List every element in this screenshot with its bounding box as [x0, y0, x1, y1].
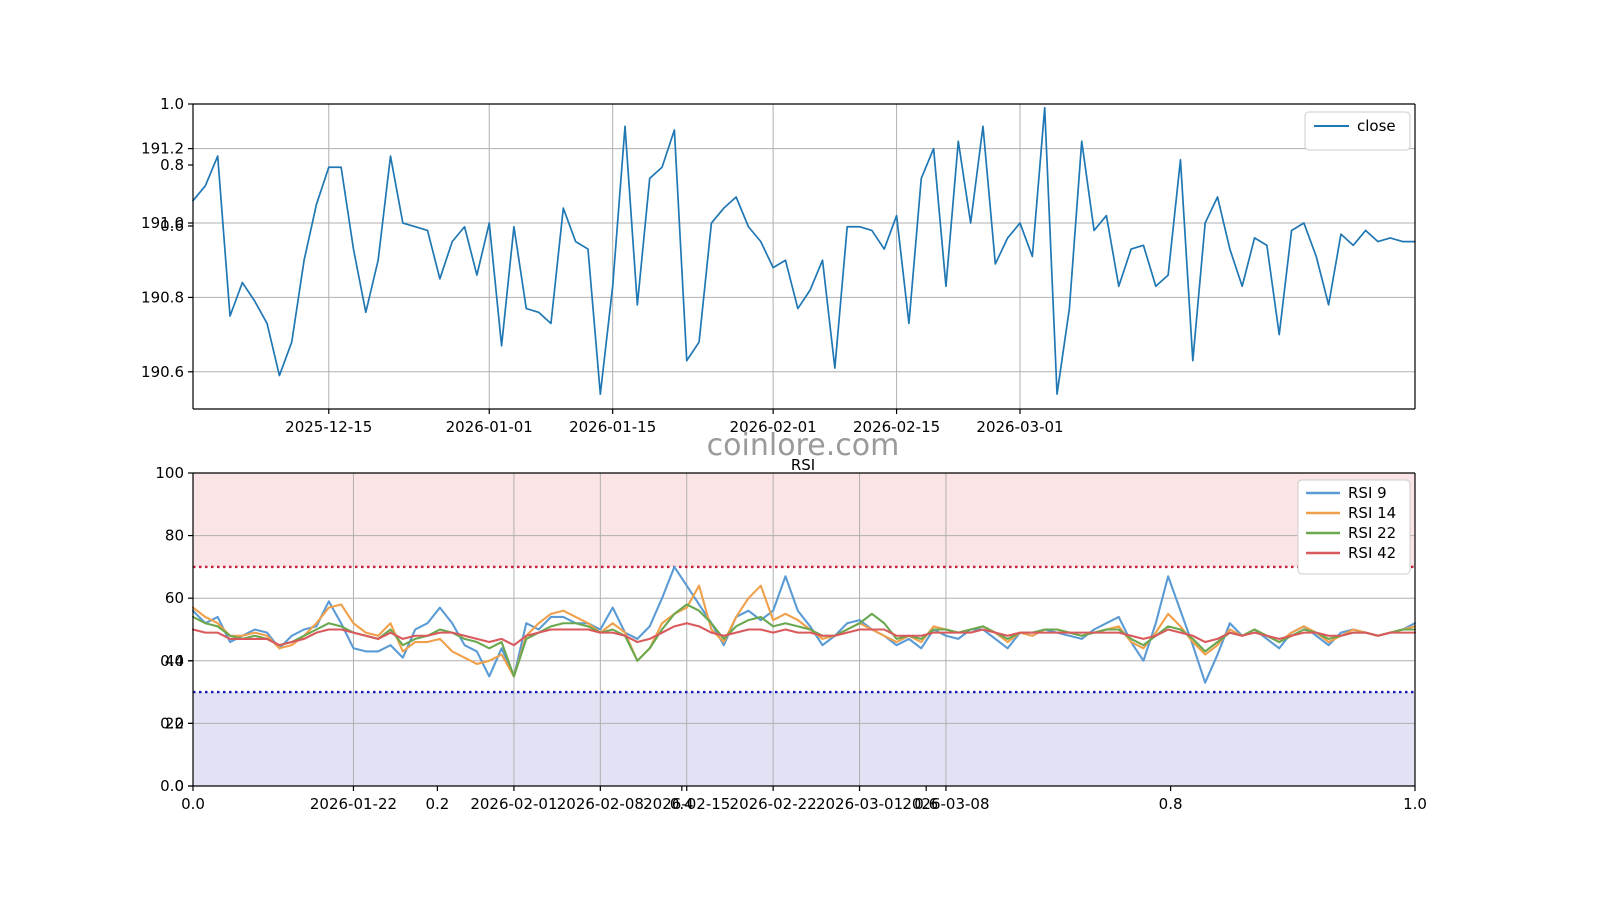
rsi-y-axis-labels: 0 20 40 60 80 100 0.0 0.2 0.4: [155, 464, 193, 795]
rsi-x-tick-label: 2026-03-08: [902, 795, 989, 813]
rsi-x-tick-label-secondary: 0.6: [914, 795, 938, 813]
rsi-legend-label-rsi-14[interactable]: RSI 14: [1348, 504, 1396, 522]
rsi-y-tick-label: 0: [174, 777, 184, 795]
rsi-x-tick-label-secondary: 0.4: [670, 795, 694, 813]
price-y-axis-labels: 190.6 190.8 191.0 191.2 0.6 0.8 1.0: [141, 95, 193, 381]
price-y-tick-label-secondary: 0.8: [160, 156, 184, 174]
price-x-tick-label: 2025-12-15: [285, 418, 372, 436]
rsi-threshold-bands: [193, 473, 1415, 786]
rsi-x-tick-label-secondary: 0.0: [181, 795, 205, 813]
price-x-tick-label: 2026-02-01: [730, 418, 817, 436]
rsi-series-lines: [191, 565, 1417, 684]
watermark-text: coinlore.com: [707, 428, 900, 463]
rsi-y-tick-label-secondary: 0.0: [160, 777, 184, 795]
price-series-lines: [192, 106, 1416, 395]
rsi-legend-box: [1297, 479, 1411, 575]
price-plot-area: [193, 104, 1415, 409]
rsi-legend-label-rsi-9[interactable]: RSI 9: [1348, 484, 1387, 502]
rsi-legend[interactable]: RSI 9 RSI 14 RSI 22 RSI 42: [1297, 479, 1411, 575]
price-line-close: [192, 106, 1416, 395]
rsi-x-tick-label: 2026-02-01: [470, 795, 557, 813]
price-y-tick-label-secondary: 0.6: [160, 217, 184, 235]
price-x-axis-labels: 2025-12-15 2026-01-01 2026-01-15 2026-02-01…: [285, 409, 1064, 436]
rsi-x-tick-label: 2026-02-15: [643, 795, 730, 813]
price-legend[interactable]: close: [1304, 111, 1411, 151]
rsi-y-tick-label-secondary: 0.2: [160, 714, 184, 732]
rsi-x-tick-label: 2026-02-08: [557, 795, 644, 813]
price-x-tick-label: 2026-03-01: [976, 418, 1063, 436]
rsi-y-tick-label: 40: [165, 652, 184, 670]
price-gridlines: [193, 104, 1415, 409]
rsi-band-oversold: [193, 692, 1415, 786]
rsi-y-tick-label: 100: [155, 464, 184, 482]
rsi-chart: 0 20 40 60 80 100 0.0 0.2 0.4 2026-01-22 2026-02-…: [155, 464, 1427, 813]
rsi-x-tick-label-secondary: 1.0: [1403, 795, 1427, 813]
rsi-legend-label-rsi-22[interactable]: RSI 22: [1348, 524, 1396, 542]
price-y-tick-label: 190.6: [141, 363, 184, 381]
price-axis-frame: [192, 103, 1416, 410]
rsi-x-tick-label-secondary: 0.8: [1159, 795, 1183, 813]
rsi-line-rsi-22: [191, 603, 1417, 678]
price-legend-box: [1304, 111, 1411, 151]
rsi-line-rsi-42: [191, 622, 1417, 647]
price-legend-label-close[interactable]: close: [1357, 117, 1396, 135]
rsi-y-tick-label: 60: [165, 589, 184, 607]
rsi-y-tick-label: 20: [165, 714, 184, 732]
price-x-tick-label: 2026-01-01: [446, 418, 533, 436]
rsi-x-axis-labels: 2026-01-22 2026-02-01 2026-02-08 2026-02-15…: [181, 786, 1427, 813]
rsi-legend-label-rsi-42[interactable]: RSI 42: [1348, 544, 1396, 562]
price-y-tick-label: 190.8: [141, 288, 184, 306]
price-x-tick-label: 2026-01-15: [569, 418, 656, 436]
price-x-tick-label: 2026-02-15: [853, 418, 940, 436]
rsi-panel-title: RSI: [791, 456, 815, 474]
rsi-x-tick-label-secondary: 0.2: [425, 795, 449, 813]
price-y-tick-label: 191.2: [141, 140, 184, 158]
price-chart: 190.6 190.8 191.0 191.2 0.6 0.8 1.0 2025-12-15…: [141, 95, 1416, 436]
rsi-axis-frame: [192, 472, 1416, 787]
rsi-line-rsi-9: [191, 565, 1417, 684]
price-y-tick-label-secondary: 1.0: [160, 95, 184, 113]
rsi-y-tick-label-secondary: 0.4: [160, 652, 184, 670]
rsi-x-tick-label: 2026-01-22: [310, 795, 397, 813]
rsi-x-tick-label: 2026-03-01: [816, 795, 903, 813]
rsi-y-tick-label: 80: [165, 527, 184, 545]
rsi-band-overbought: [193, 473, 1415, 567]
rsi-x-tick-label: 2026-02-22: [730, 795, 817, 813]
price-y-tick-label: 191.0: [141, 214, 184, 232]
